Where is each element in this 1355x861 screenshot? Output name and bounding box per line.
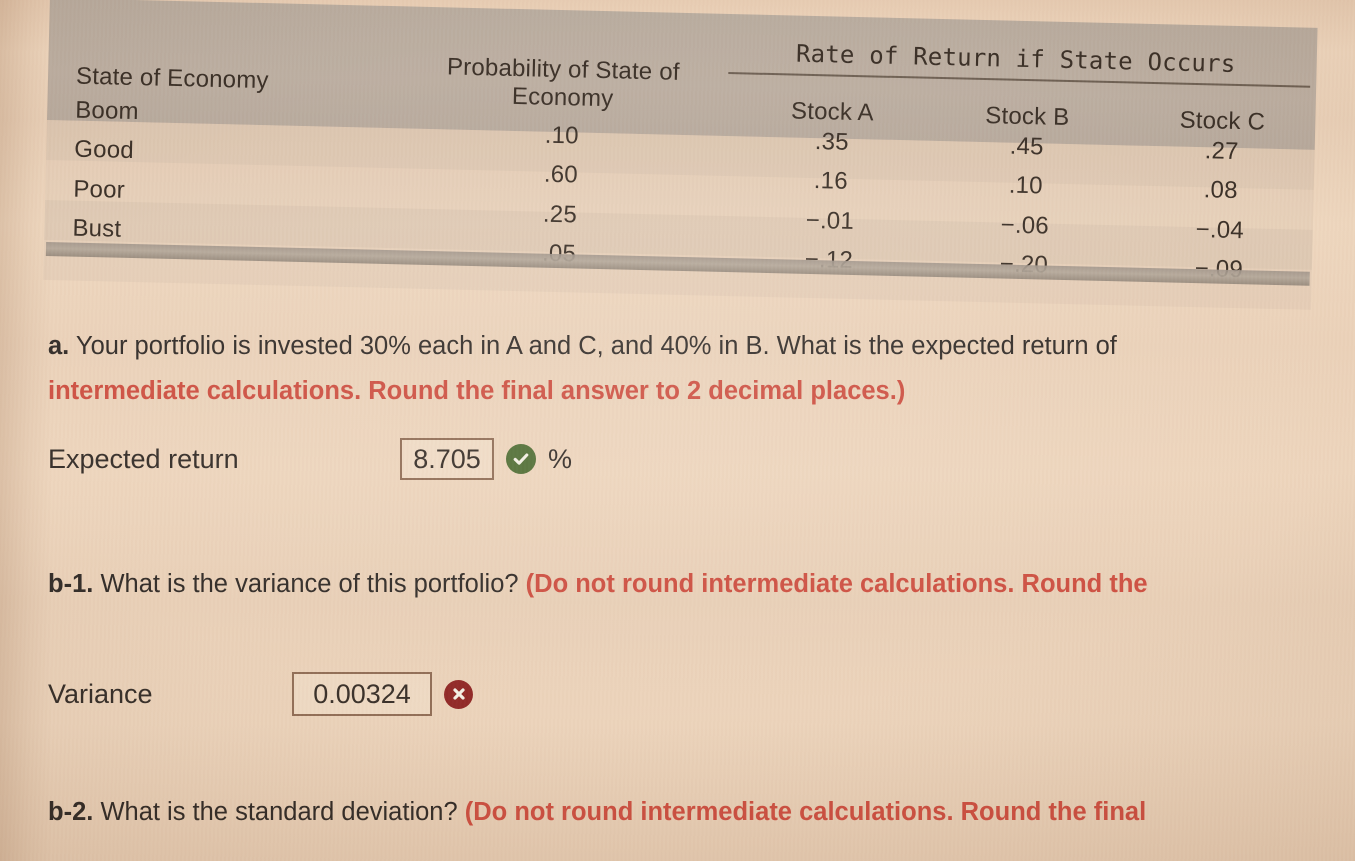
column-header-stock-c: Stock C (1179, 106, 1266, 136)
question-b1: b-1. What is the variance of this portfo… (48, 562, 1355, 607)
cell-stock-b: −.06 (1000, 211, 1050, 240)
question-b2-prompt: What is the standard deviation? (100, 798, 458, 826)
check-circle-icon (506, 444, 536, 474)
cell-stock-c: .27 (1204, 137, 1239, 166)
question-b1-label: b-1. (48, 570, 94, 598)
x-circle-icon (444, 679, 473, 709)
cell-stock-b: .10 (1008, 171, 1044, 200)
returns-table: Rate of Return if State Occurs State of … (43, 0, 1318, 324)
expected-return-answer-row: Expected return 8.705 % (48, 438, 572, 480)
question-b2-instruction: (Do not round intermediate calculations.… (464, 798, 1147, 826)
cell-stock-c: .08 (1203, 176, 1239, 205)
page-left-shadow (0, 0, 52, 861)
variance-label: Variance (48, 678, 153, 709)
expected-return-label: Expected return (48, 443, 239, 474)
cell-stock-a: .35 (814, 128, 850, 156)
question-b2-label: b-2. (48, 798, 94, 826)
column-header-probability: Probability of State of Economy (377, 52, 748, 117)
question-a: a. Your portfolio is invested 30% each i… (48, 324, 1355, 415)
variance-answer-row: Variance 0.00324 (48, 672, 473, 716)
column-header-stock-a: Stock A (790, 97, 875, 127)
question-b2: b-2. What is the standard deviation? (Do… (48, 790, 1355, 835)
question-a-prompt: Your portfolio is invested 30% each in A… (75, 332, 1117, 360)
cell-stock-a: .16 (813, 167, 849, 195)
column-header-probability-line2: Economy (511, 83, 614, 113)
variance-input[interactable]: 0.00324 (292, 672, 432, 716)
cell-stock-a: −.01 (805, 206, 855, 236)
cell-stock-b: .45 (1009, 132, 1044, 161)
percent-symbol: % (548, 443, 573, 474)
column-header-probability-line1: Probability of State of (446, 53, 681, 86)
cell-stock-c: −.04 (1195, 216, 1245, 245)
question-b1-prompt: What is the variance of this portfolio? (100, 570, 519, 598)
question-a-label: a. (48, 332, 70, 360)
question-b1-instruction: (Do not round intermediate calculations.… (525, 570, 1148, 598)
expected-return-input[interactable]: 8.705 (400, 438, 494, 480)
question-a-instruction: intermediate calculations. Round the fin… (48, 377, 906, 406)
column-header-stock-b: Stock B (985, 102, 1070, 132)
